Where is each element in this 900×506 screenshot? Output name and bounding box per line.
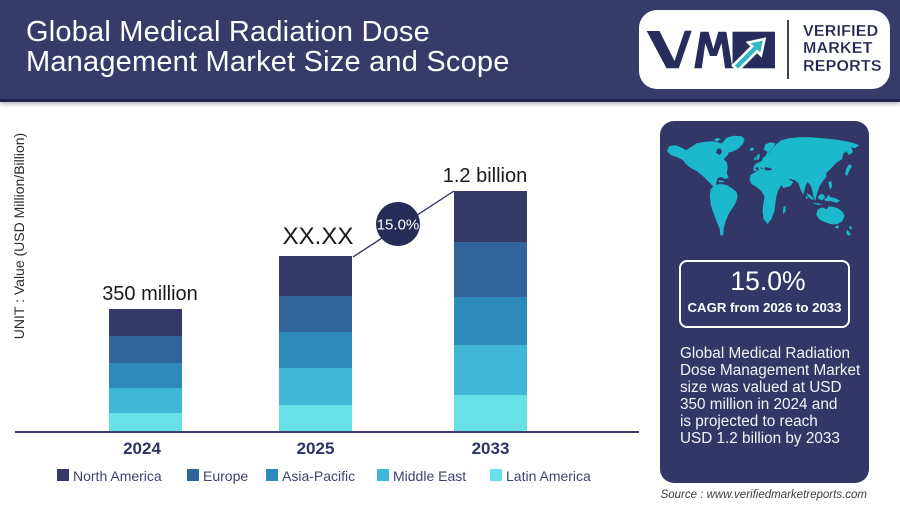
- svg-text:15.0%: 15.0%: [377, 217, 420, 234]
